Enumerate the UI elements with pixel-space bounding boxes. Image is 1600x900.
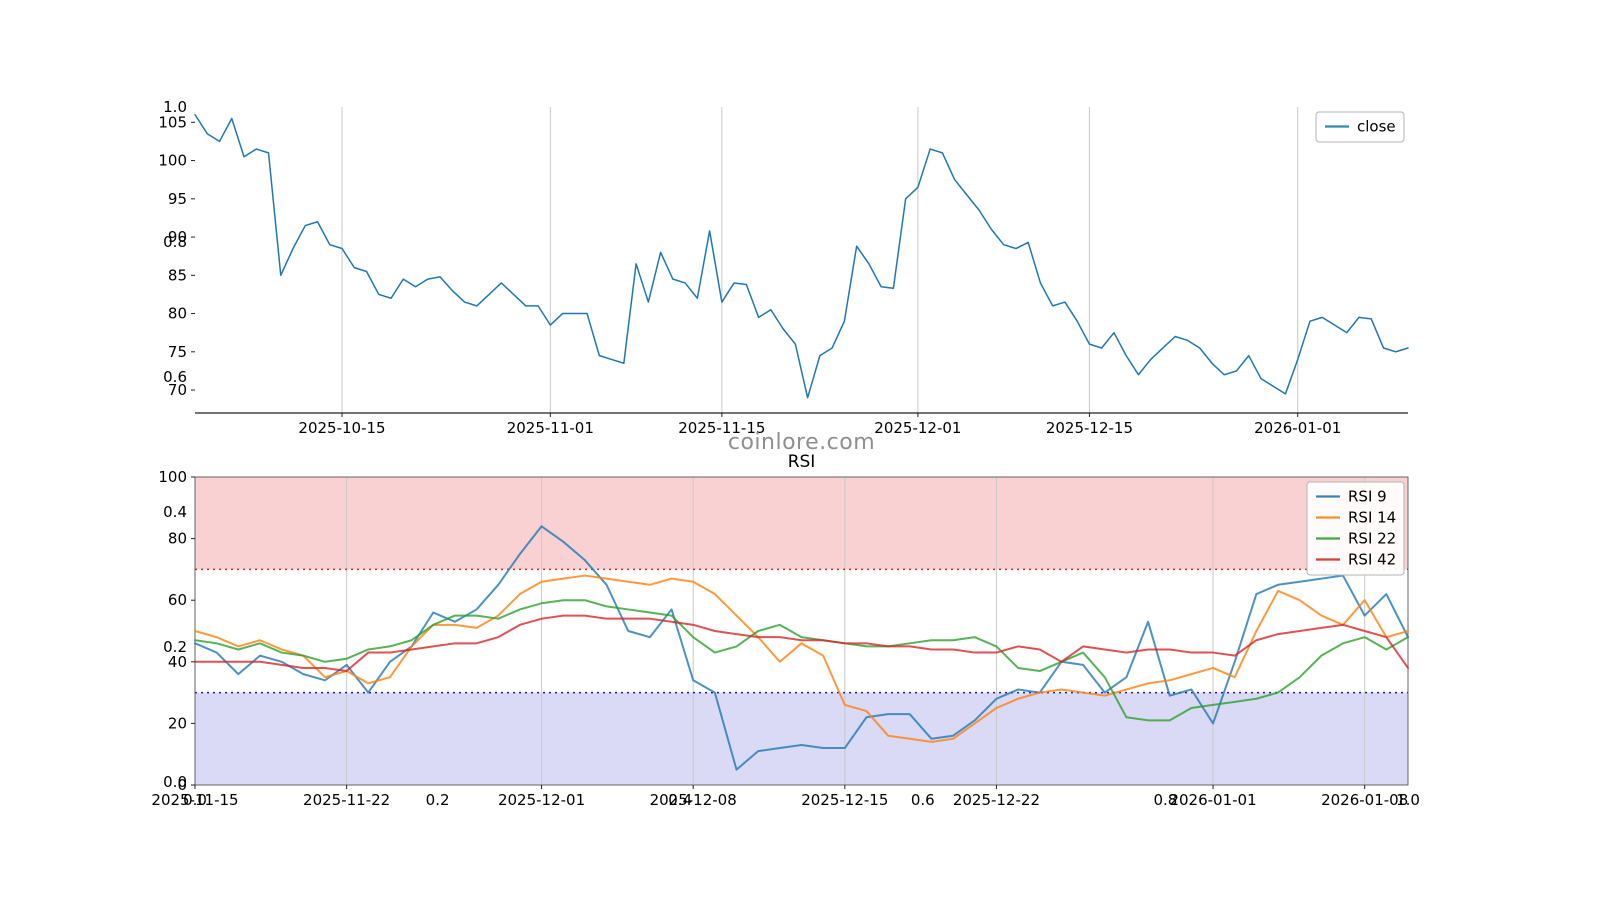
legend-box (1306, 481, 1405, 576)
phantom-x-tick-label: 0.6 (911, 791, 935, 809)
x-tick-label: 2025-12-01 (498, 791, 585, 809)
phantom-x-tick-label: 0.2 (426, 791, 450, 809)
phantom-y-tick-label: 1.0 (163, 98, 187, 116)
phantom-y-tick-label: 0.8 (163, 233, 187, 251)
y-tick-label: 90 (168, 228, 187, 246)
rsi-22-line (194, 599, 1409, 722)
y-tick-label: 85 (168, 266, 187, 284)
close-line (194, 113, 1409, 399)
x-tick-label: 2025-12-15 (801, 791, 888, 809)
x-tick-label: 2026-01-01 (1169, 791, 1256, 809)
phantom-x-tick-label: 1.0 (1396, 791, 1420, 809)
rsi-9-line (194, 525, 1409, 771)
legend-label: RSI 14 (1348, 509, 1396, 527)
legend-label: close (1357, 118, 1396, 136)
rsi-42-line (194, 614, 1409, 673)
watermark: coinlore.com (727, 430, 876, 455)
oversold-band (195, 692, 1408, 785)
phantom-y-tick-label: 0.6 (163, 368, 187, 386)
y-tick-label: 100 (158, 468, 187, 486)
x-tick-label: 2026-01-08 (1321, 791, 1408, 809)
phantom-x-tick-label: 0.4 (668, 791, 692, 809)
y-tick-label: 60 (168, 591, 187, 609)
phantom-y-tick-label: 0.0 (163, 773, 187, 791)
y-tick-label: 0 (177, 776, 187, 794)
legend-label: RSI 9 (1348, 488, 1387, 506)
plot-frame (194, 476, 1409, 786)
phantom-x-tick-label: 0.8 (1153, 791, 1177, 809)
x-tick-label: 2025-12-22 (953, 791, 1040, 809)
rsi-chart-title: RSI (787, 452, 816, 472)
y-tick-label: 70 (168, 381, 187, 399)
legend-label: RSI 22 (1348, 530, 1396, 548)
legend-label: RSI 42 (1348, 551, 1396, 569)
y-tick-label: 100 (158, 152, 187, 170)
x-tick-label: 2025-11-22 (303, 791, 390, 809)
phantom-x-tick-label: 0.0 (183, 791, 207, 809)
x-tick-label: 2025-11-15 (151, 791, 238, 809)
x-tick-label: 2025-12-08 (650, 791, 737, 809)
y-tick-label: 40 (168, 653, 187, 671)
y-tick-label: 20 (168, 714, 187, 732)
legend-box (1315, 111, 1405, 143)
y-tick-label: 80 (168, 530, 187, 548)
y-tick-label: 95 (168, 190, 187, 208)
overbought-band (195, 477, 1408, 570)
y-tick-label: 105 (158, 113, 187, 131)
y-tick-label: 80 (168, 305, 187, 323)
phantom-y-tick-label: 0.2 (163, 638, 187, 656)
rsi-14-line (194, 574, 1409, 743)
phantom-y-tick-label: 0.4 (163, 503, 187, 521)
y-tick-label: 75 (168, 343, 187, 361)
